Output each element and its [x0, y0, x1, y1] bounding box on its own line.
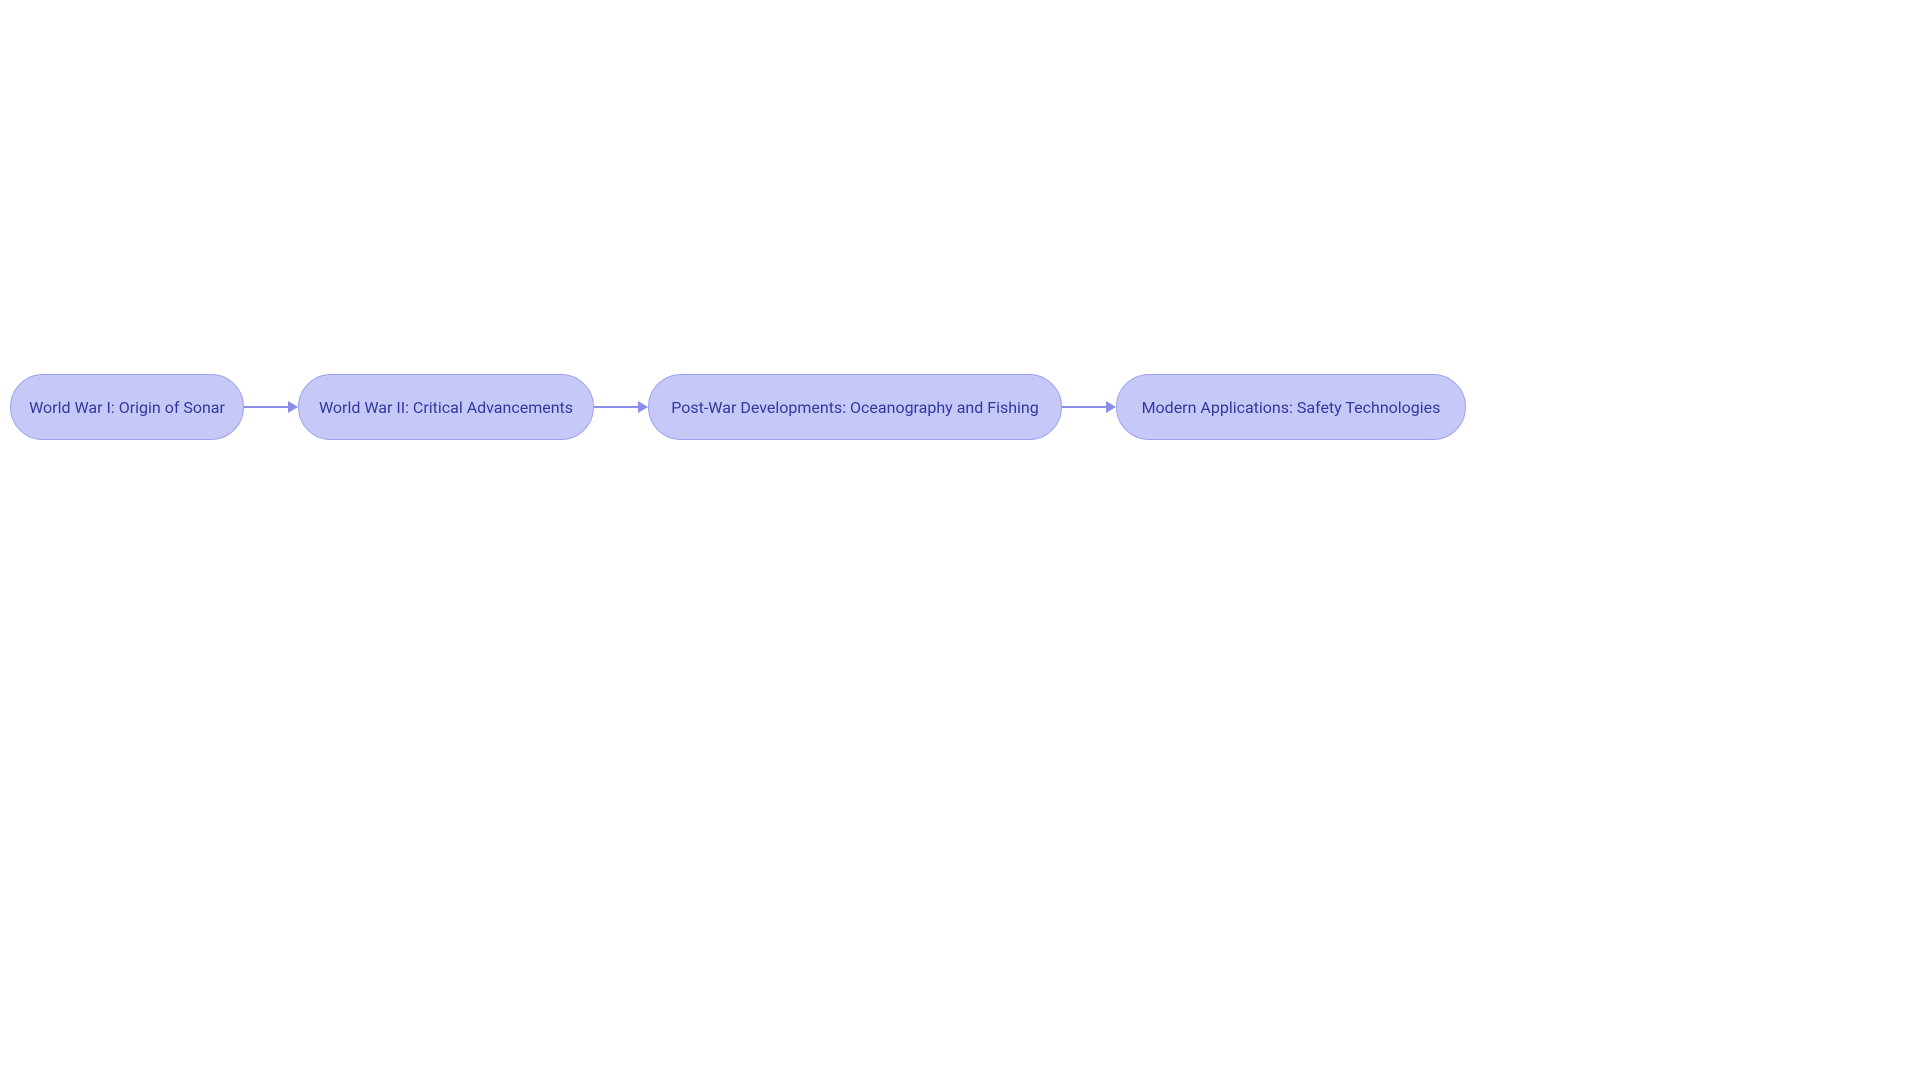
flowchart-connector [244, 401, 298, 413]
flowchart-node: World War I: Origin of Sonar [10, 374, 244, 440]
connector-line [594, 406, 638, 408]
connector-line [244, 406, 288, 408]
flowchart-connector [594, 401, 648, 413]
flowchart-node: Modern Applications: Safety Technologies [1116, 374, 1466, 440]
flowchart-connector [1062, 401, 1116, 413]
arrow-icon [288, 401, 298, 413]
flowchart-node: Post-War Developments: Oceanography and … [648, 374, 1062, 440]
node-label: Modern Applications: Safety Technologies [1142, 398, 1441, 417]
node-label: World War II: Critical Advancements [319, 398, 573, 417]
node-label: World War I: Origin of Sonar [29, 398, 225, 417]
node-label: Post-War Developments: Oceanography and … [671, 398, 1038, 417]
arrow-icon [638, 401, 648, 413]
flowchart-node: World War II: Critical Advancements [298, 374, 594, 440]
connector-line [1062, 406, 1106, 408]
arrow-icon [1106, 401, 1116, 413]
sonar-history-flowchart: World War I: Origin of Sonar World War I… [10, 374, 1466, 440]
